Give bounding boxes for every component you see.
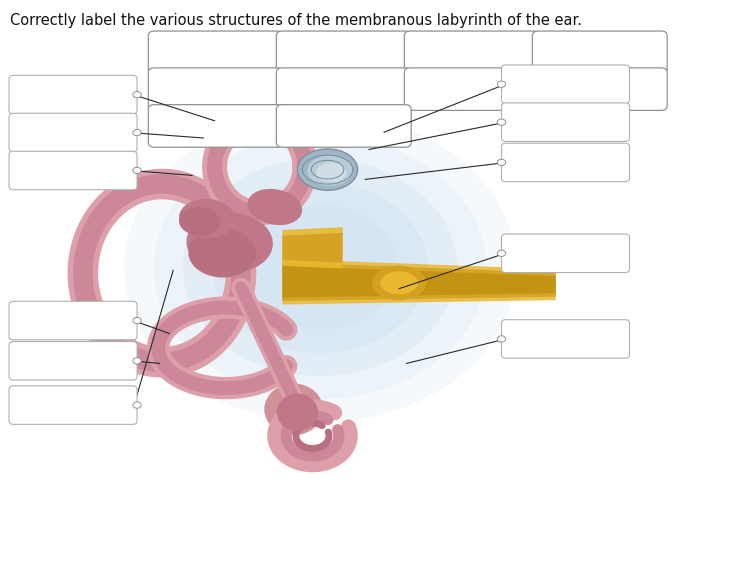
Ellipse shape bbox=[183, 159, 457, 376]
Text: Cochlear nerve: Cochlear nerve bbox=[176, 84, 255, 94]
Text: Semicircular duct: lateral: Semicircular duct: lateral bbox=[150, 47, 282, 58]
Circle shape bbox=[133, 402, 142, 408]
FancyBboxPatch shape bbox=[532, 68, 667, 110]
FancyBboxPatch shape bbox=[276, 105, 411, 147]
Ellipse shape bbox=[212, 182, 428, 353]
Circle shape bbox=[133, 317, 142, 324]
Ellipse shape bbox=[264, 384, 323, 435]
Ellipse shape bbox=[124, 112, 516, 423]
Ellipse shape bbox=[316, 162, 346, 183]
Ellipse shape bbox=[242, 205, 398, 329]
FancyBboxPatch shape bbox=[9, 386, 137, 424]
Ellipse shape bbox=[154, 135, 486, 399]
Ellipse shape bbox=[380, 271, 418, 294]
Text: Saccule: Saccule bbox=[196, 121, 236, 131]
Text: Semicircular duct:
posterior: Semicircular duct: posterior bbox=[552, 78, 648, 100]
FancyBboxPatch shape bbox=[276, 68, 411, 110]
Circle shape bbox=[133, 167, 142, 174]
FancyBboxPatch shape bbox=[501, 103, 630, 141]
FancyBboxPatch shape bbox=[501, 320, 630, 358]
Ellipse shape bbox=[179, 199, 235, 238]
Text: Utricle: Utricle bbox=[327, 121, 361, 131]
FancyBboxPatch shape bbox=[148, 31, 283, 74]
Ellipse shape bbox=[187, 212, 273, 273]
FancyBboxPatch shape bbox=[404, 31, 539, 74]
Text: Semicircular duct:
anterior: Semicircular duct: anterior bbox=[296, 78, 392, 100]
FancyBboxPatch shape bbox=[532, 31, 667, 74]
FancyBboxPatch shape bbox=[9, 75, 137, 114]
FancyBboxPatch shape bbox=[148, 68, 283, 110]
Ellipse shape bbox=[297, 149, 358, 190]
Ellipse shape bbox=[179, 207, 220, 236]
FancyBboxPatch shape bbox=[148, 105, 283, 147]
Circle shape bbox=[497, 336, 506, 342]
Text: Ampullae: Ampullae bbox=[447, 47, 496, 58]
FancyBboxPatch shape bbox=[501, 65, 630, 104]
Circle shape bbox=[133, 129, 142, 136]
Ellipse shape bbox=[277, 393, 318, 431]
Circle shape bbox=[133, 358, 142, 364]
FancyBboxPatch shape bbox=[501, 143, 630, 182]
Circle shape bbox=[497, 159, 506, 166]
Circle shape bbox=[497, 250, 506, 256]
Text: Vestibular nerve: Vestibular nerve bbox=[557, 47, 642, 58]
Text: Cochlear duct: Cochlear duct bbox=[307, 47, 380, 58]
FancyBboxPatch shape bbox=[9, 342, 137, 380]
Text: Correctly label the various structures of the membranous labyrinth of the ear.: Correctly label the various structures o… bbox=[10, 13, 582, 28]
FancyBboxPatch shape bbox=[9, 113, 137, 152]
FancyBboxPatch shape bbox=[404, 68, 539, 110]
FancyBboxPatch shape bbox=[276, 31, 411, 74]
Ellipse shape bbox=[372, 266, 426, 300]
FancyBboxPatch shape bbox=[9, 151, 137, 190]
FancyBboxPatch shape bbox=[501, 234, 630, 273]
Text: Spiral ganglion of
cochlea: Spiral ganglion of cochlea bbox=[425, 78, 518, 100]
Circle shape bbox=[133, 91, 142, 98]
FancyBboxPatch shape bbox=[9, 301, 137, 340]
Ellipse shape bbox=[307, 155, 352, 186]
Ellipse shape bbox=[248, 189, 302, 225]
Circle shape bbox=[497, 119, 506, 125]
Circle shape bbox=[497, 81, 506, 87]
Ellipse shape bbox=[188, 228, 256, 278]
